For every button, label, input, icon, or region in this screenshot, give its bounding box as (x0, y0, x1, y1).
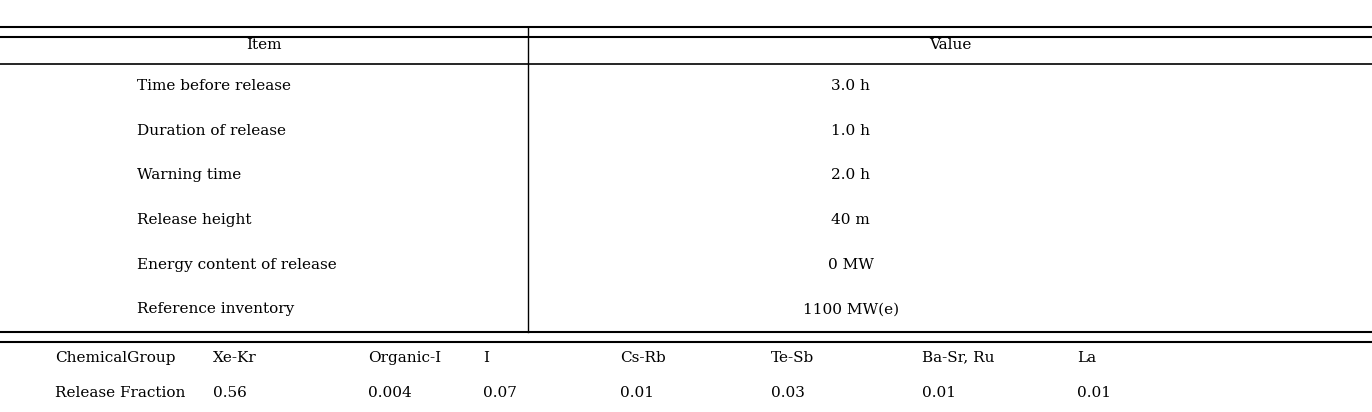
Text: 40 m: 40 m (831, 213, 870, 227)
Text: 0.004: 0.004 (368, 386, 412, 400)
Text: Reference inventory: Reference inventory (137, 302, 295, 316)
Text: Te-Sb: Te-Sb (771, 351, 815, 365)
Text: Ba-Sr, Ru: Ba-Sr, Ru (922, 351, 995, 365)
Text: 0 MW: 0 MW (827, 258, 874, 272)
Text: 0.07: 0.07 (483, 386, 517, 400)
Text: Value: Value (929, 38, 971, 52)
Text: Release height: Release height (137, 213, 251, 227)
Text: Item: Item (247, 38, 281, 52)
Text: 0.01: 0.01 (922, 386, 956, 400)
Text: Energy content of release: Energy content of release (137, 258, 338, 272)
Text: 2.0 h: 2.0 h (831, 169, 870, 183)
Text: La: La (1077, 351, 1096, 365)
Text: Cs-Rb: Cs-Rb (620, 351, 665, 365)
Text: Xe-Kr: Xe-Kr (213, 351, 257, 365)
Text: 0.56: 0.56 (213, 386, 247, 400)
Text: I: I (483, 351, 488, 365)
Text: Time before release: Time before release (137, 79, 291, 93)
Text: 0.03: 0.03 (771, 386, 805, 400)
Text: 1.0 h: 1.0 h (831, 124, 870, 138)
Text: Warning time: Warning time (137, 169, 241, 183)
Text: ChemicalGroup: ChemicalGroup (55, 351, 176, 365)
Text: 1100 MW(e): 1100 MW(e) (803, 302, 899, 316)
Text: 3.0 h: 3.0 h (831, 79, 870, 93)
Text: 0.01: 0.01 (1077, 386, 1111, 400)
Text: 0.01: 0.01 (620, 386, 654, 400)
Text: Duration of release: Duration of release (137, 124, 287, 138)
Text: Release Fraction: Release Fraction (55, 386, 185, 400)
Text: Organic-I: Organic-I (368, 351, 440, 365)
